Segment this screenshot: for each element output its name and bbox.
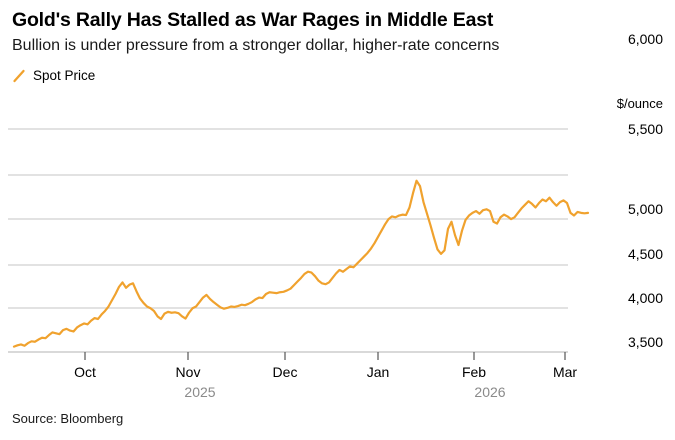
y-tick-5500: 5,500 (627, 121, 663, 137)
chart-plot-svg (8, 128, 590, 360)
legend-slash-icon (13, 69, 25, 83)
x-tick-oct: Oct (74, 364, 96, 380)
legend-label-spot-price: Spot Price (33, 68, 96, 83)
x-axis-ticks (84, 352, 566, 360)
chart-title: Gold's Rally Has Stalled as War Rages in… (12, 9, 494, 31)
x-tick-nov: Nov (175, 364, 201, 380)
source-note: Source: Bloomberg (12, 411, 124, 426)
y-tick-3500: 3,500 (627, 334, 663, 350)
x-year-2025: 2025 (184, 384, 216, 400)
chart-plot-area (0, 90, 675, 365)
x-tick-feb: Feb (461, 364, 487, 380)
x-tick-dec: Dec (272, 364, 298, 380)
x-year-2026: 2026 (474, 384, 506, 400)
x-tick-mar: Mar (552, 364, 578, 380)
chart-legend: Spot Price (12, 66, 95, 86)
y-tick-4000: 4,000 (627, 290, 663, 306)
series-line-spot-price (12, 179, 590, 348)
y-tick-5000: 5,000 (627, 201, 663, 217)
y-axis-unit-label: $/ounce (616, 96, 663, 111)
x-tick-jan: Jan (366, 364, 390, 380)
chart-subtitle: Bullion is under pressure from a stronge… (12, 37, 500, 54)
y-tick-6000: 6,000 (627, 31, 663, 47)
y-tick-4500: 4,500 (627, 246, 663, 262)
gridlines (8, 128, 568, 353)
